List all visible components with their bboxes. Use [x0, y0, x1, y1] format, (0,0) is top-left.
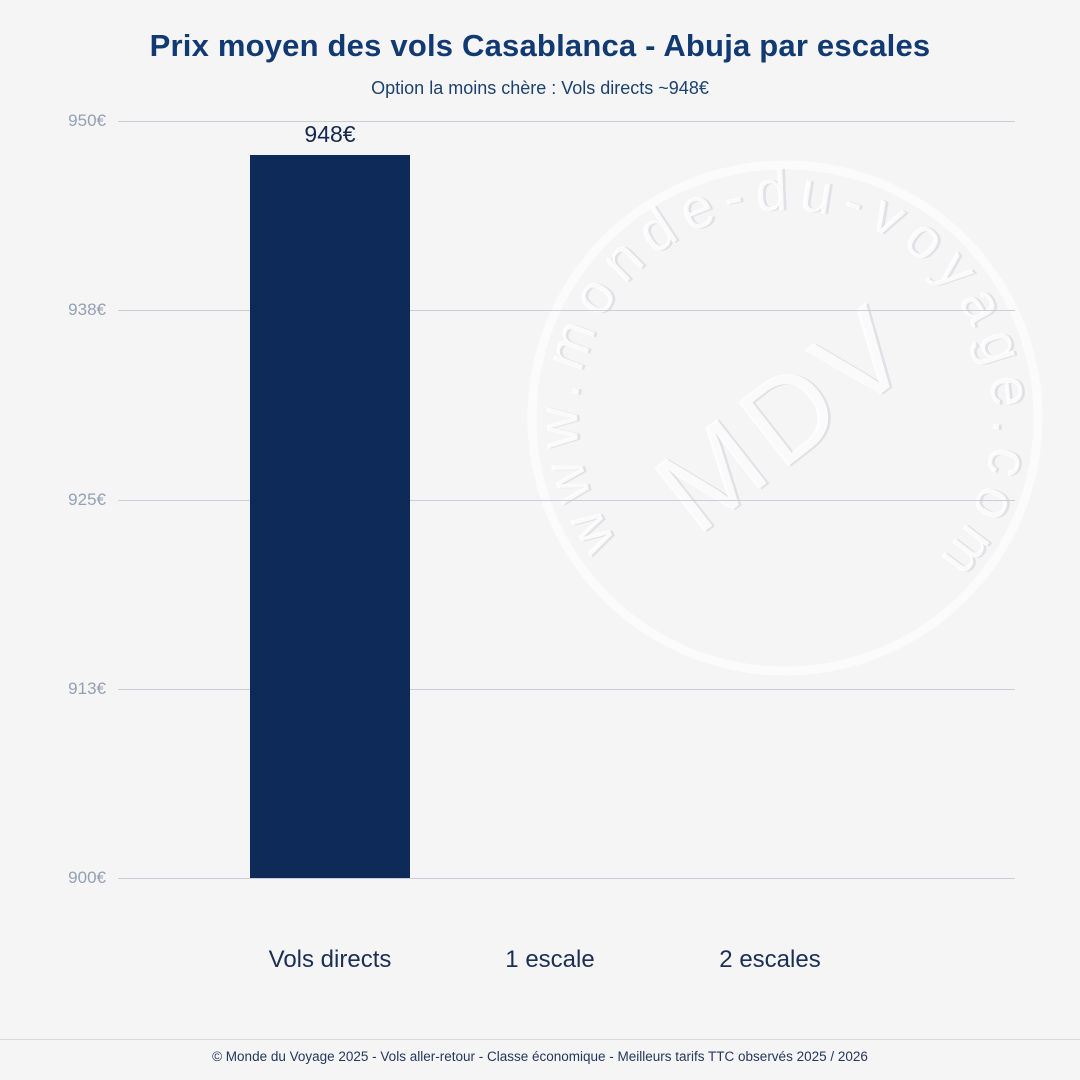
y-axis: 950€ 938€ 925€ 913€ 900€	[0, 111, 106, 887]
footer-text: © Monde du Voyage 2025 - Vols aller-reto…	[212, 1049, 868, 1064]
gridline	[118, 310, 1015, 312]
gridline	[118, 499, 1015, 501]
gridline	[118, 878, 1015, 879]
chart-subtitle: Option la moins chère : Vols directs ~94…	[371, 78, 709, 98]
bar-column: 948€	[220, 121, 440, 878]
y-axis-tick-label: 913€	[68, 678, 106, 698]
chart-title: Prix moyen des vols Casablanca - Abuja p…	[149, 28, 931, 63]
bar-vols-directs	[250, 155, 410, 878]
x-axis-label: 2 escales	[719, 946, 821, 973]
y-axis-tick-label: 938€	[68, 300, 106, 320]
y-axis-tick-label: 900€	[68, 868, 106, 887]
x-axis-label: Vols directs	[268, 946, 392, 973]
x-axis-label: 1 escale	[505, 946, 595, 973]
plot-area	[118, 121, 1015, 879]
gridline	[118, 121, 1015, 122]
y-axis-tick-label: 925€	[68, 489, 106, 509]
bar-column	[660, 121, 880, 878]
bar-value-label: 948€	[304, 121, 356, 147]
x-axis-labels: Vols directs 1 escale 2 escales	[220, 946, 880, 974]
y-axis-tick-label: 950€	[68, 111, 106, 130]
footer-divider	[0, 1039, 1080, 1040]
bars: 948€	[220, 121, 880, 878]
bar-column	[440, 121, 660, 878]
gridline	[118, 688, 1015, 690]
